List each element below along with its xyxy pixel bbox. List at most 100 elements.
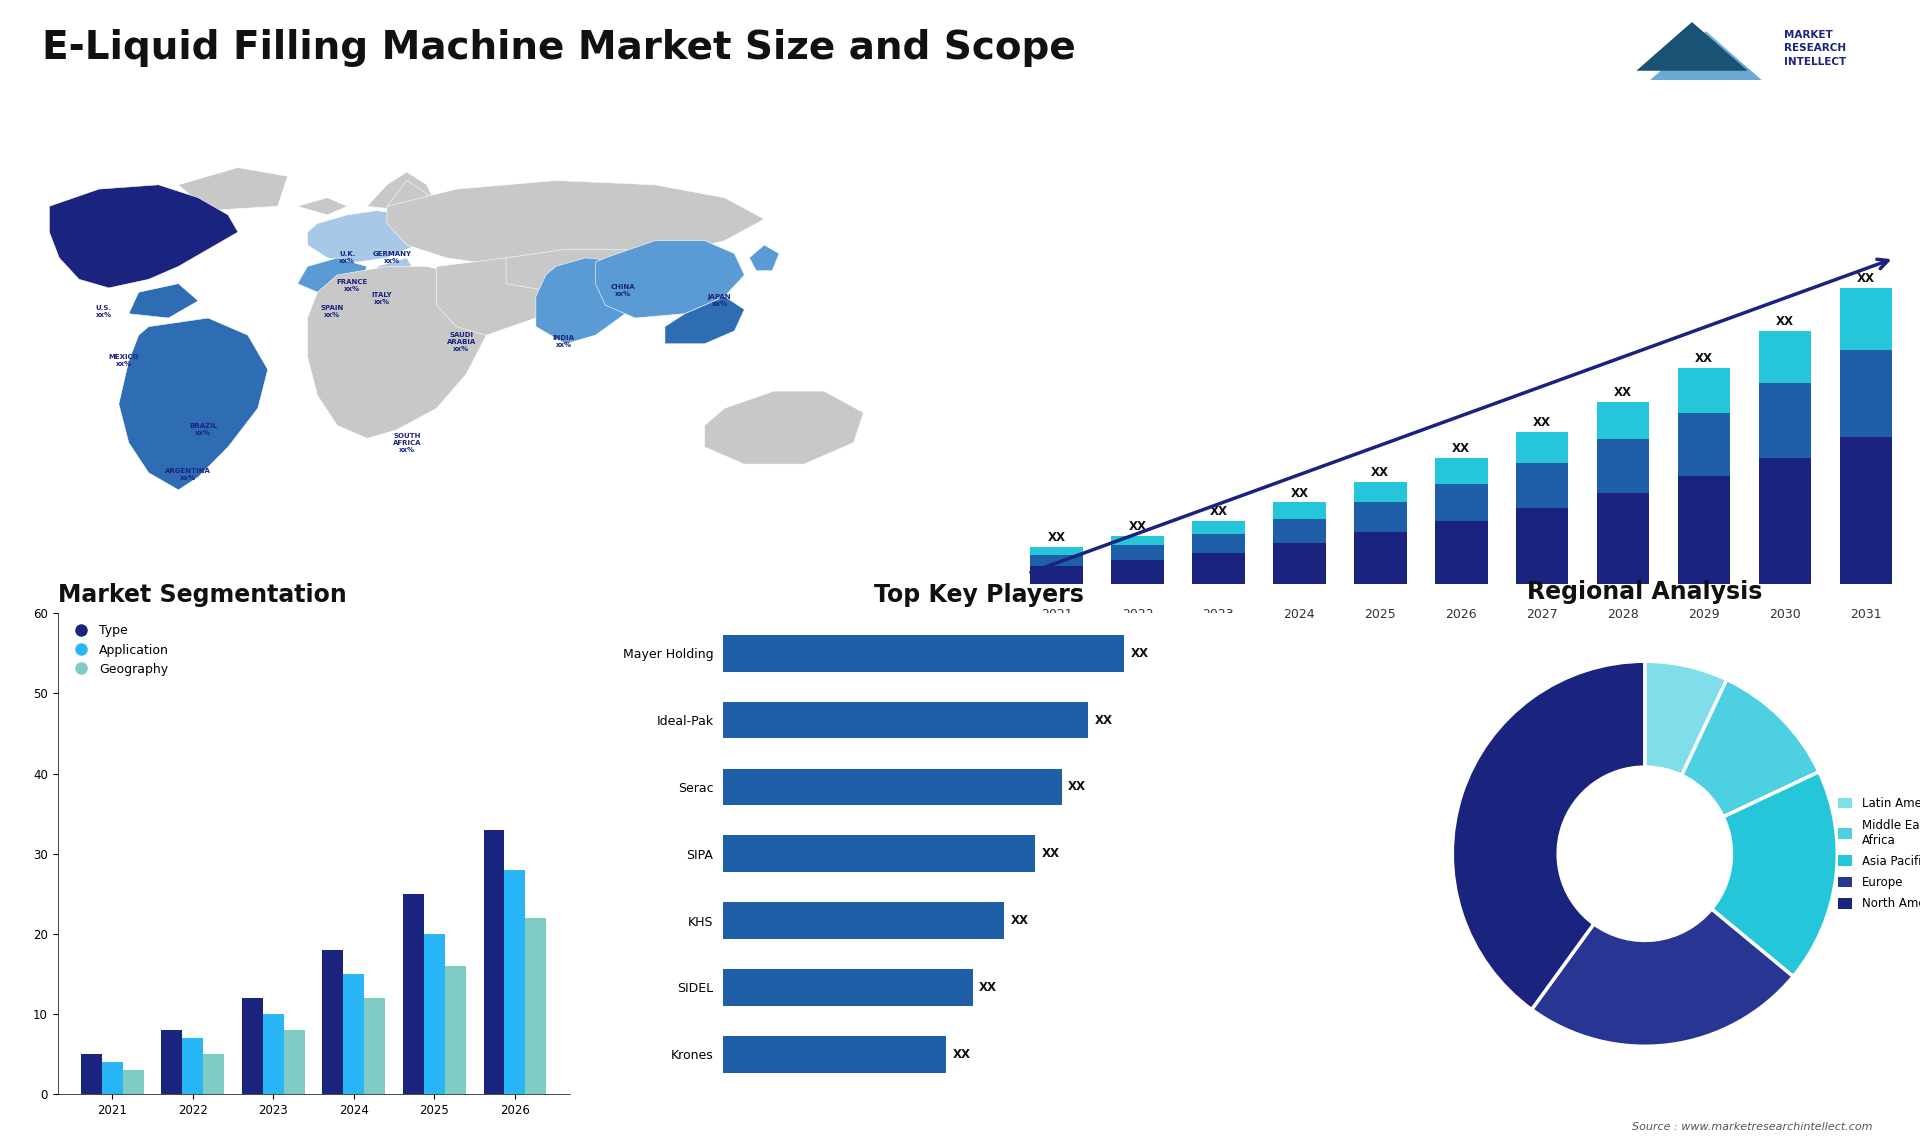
Text: Market Segmentation: Market Segmentation (58, 583, 346, 607)
Polygon shape (307, 211, 426, 262)
Text: CHINA
xx%: CHINA xx% (611, 283, 636, 297)
Text: 2021: 2021 (1041, 609, 1073, 621)
Text: SOUTH
AFRICA
xx%: SOUTH AFRICA xx% (392, 433, 420, 453)
Text: MEXICO
xx%: MEXICO xx% (108, 354, 138, 368)
Text: Source : www.marketresearchintellect.com: Source : www.marketresearchintellect.com (1632, 1122, 1872, 1132)
Bar (123, 1070, 144, 1094)
Bar (1597, 402, 1649, 439)
Bar (1434, 484, 1488, 521)
Bar (344, 974, 365, 1094)
Bar (1678, 477, 1730, 584)
Text: ITALY
xx%: ITALY xx% (372, 292, 392, 305)
Text: XX: XX (1068, 780, 1087, 793)
Bar (724, 635, 1123, 672)
Bar (724, 902, 1004, 939)
Legend: Latin America, Middle East &
Africa, Asia Pacific, Europe, North America: Latin America, Middle East & Africa, Asi… (1834, 793, 1920, 915)
Polygon shape (664, 297, 745, 344)
Text: CANADA
xx%: CANADA xx% (127, 253, 159, 267)
Polygon shape (367, 172, 436, 211)
Bar (102, 1062, 123, 1094)
Bar (1515, 463, 1569, 508)
Text: XX: XX (1010, 915, 1029, 927)
Text: XX: XX (1371, 466, 1390, 479)
Text: SPAIN
xx%: SPAIN xx% (321, 305, 344, 319)
Text: XX: XX (1131, 646, 1148, 660)
Wedge shape (1452, 661, 1645, 1010)
Title: Regional Analysis: Regional Analysis (1526, 580, 1763, 604)
Polygon shape (507, 250, 645, 292)
Bar (284, 1030, 305, 1094)
Bar (323, 950, 344, 1094)
Polygon shape (298, 197, 348, 215)
Polygon shape (388, 181, 764, 267)
Text: XX: XX (1210, 505, 1227, 518)
Bar (242, 998, 263, 1094)
Text: MARKET
RESEARCH
INTELLECT: MARKET RESEARCH INTELLECT (1784, 30, 1847, 66)
Bar (1839, 438, 1893, 584)
Text: FRANCE
xx%: FRANCE xx% (336, 280, 369, 292)
Text: 2024: 2024 (1284, 609, 1315, 621)
Text: XX: XX (979, 981, 996, 994)
Text: GERMANY
xx%: GERMANY xx% (372, 251, 411, 265)
Bar (1192, 552, 1244, 584)
Polygon shape (307, 267, 486, 439)
Bar (1031, 555, 1083, 566)
Text: XX: XX (1452, 442, 1471, 455)
Bar (1434, 457, 1488, 484)
Polygon shape (536, 258, 636, 344)
Bar (161, 1030, 182, 1094)
Wedge shape (1682, 680, 1818, 817)
Polygon shape (376, 258, 417, 292)
Polygon shape (749, 245, 780, 270)
Polygon shape (388, 181, 436, 215)
Text: XX: XX (1615, 386, 1632, 399)
Text: ARGENTINA
xx%: ARGENTINA xx% (165, 469, 211, 481)
Bar (1597, 493, 1649, 584)
Bar (1515, 508, 1569, 584)
Bar (1273, 502, 1325, 519)
Bar (1354, 532, 1407, 584)
Bar (505, 870, 526, 1094)
Bar (424, 934, 445, 1094)
Wedge shape (1645, 661, 1726, 776)
Bar (365, 998, 386, 1094)
Bar (724, 769, 1062, 806)
Text: U.K.
xx%: U.K. xx% (340, 251, 355, 265)
Bar (263, 1014, 284, 1094)
Bar (526, 918, 547, 1094)
Polygon shape (179, 167, 288, 211)
Bar (1759, 457, 1811, 584)
Wedge shape (1711, 771, 1837, 976)
Legend: Type, Application, Geography: Type, Application, Geography (63, 619, 173, 681)
Circle shape (1559, 767, 1732, 941)
Text: 2023: 2023 (1202, 609, 1235, 621)
Bar (1112, 536, 1164, 545)
Polygon shape (119, 319, 267, 490)
Bar (484, 830, 505, 1094)
Bar (1354, 502, 1407, 532)
Bar (724, 970, 973, 1006)
Bar (1434, 521, 1488, 584)
Text: XX: XX (1094, 714, 1114, 727)
Bar (1678, 368, 1730, 413)
Bar (1273, 543, 1325, 584)
Text: 2031: 2031 (1851, 609, 1882, 621)
Bar (204, 1054, 225, 1094)
Bar (1678, 413, 1730, 477)
Text: XX: XX (1290, 487, 1308, 500)
Text: U.S.
xx%: U.S. xx% (96, 305, 111, 319)
Bar (81, 1054, 102, 1094)
Polygon shape (595, 241, 745, 319)
Text: 2027: 2027 (1526, 609, 1557, 621)
Text: 2028: 2028 (1607, 609, 1640, 621)
Text: XX: XX (952, 1047, 970, 1061)
Text: E-Liquid Filling Machine Market Size and Scope: E-Liquid Filling Machine Market Size and… (42, 29, 1075, 66)
Text: INDIA
xx%: INDIA xx% (553, 335, 574, 348)
Bar (1597, 439, 1649, 493)
Polygon shape (436, 258, 555, 335)
Bar (1112, 545, 1164, 560)
Wedge shape (1532, 909, 1793, 1046)
Text: XX: XX (1129, 520, 1146, 533)
Bar (403, 894, 424, 1094)
Bar (445, 966, 467, 1094)
